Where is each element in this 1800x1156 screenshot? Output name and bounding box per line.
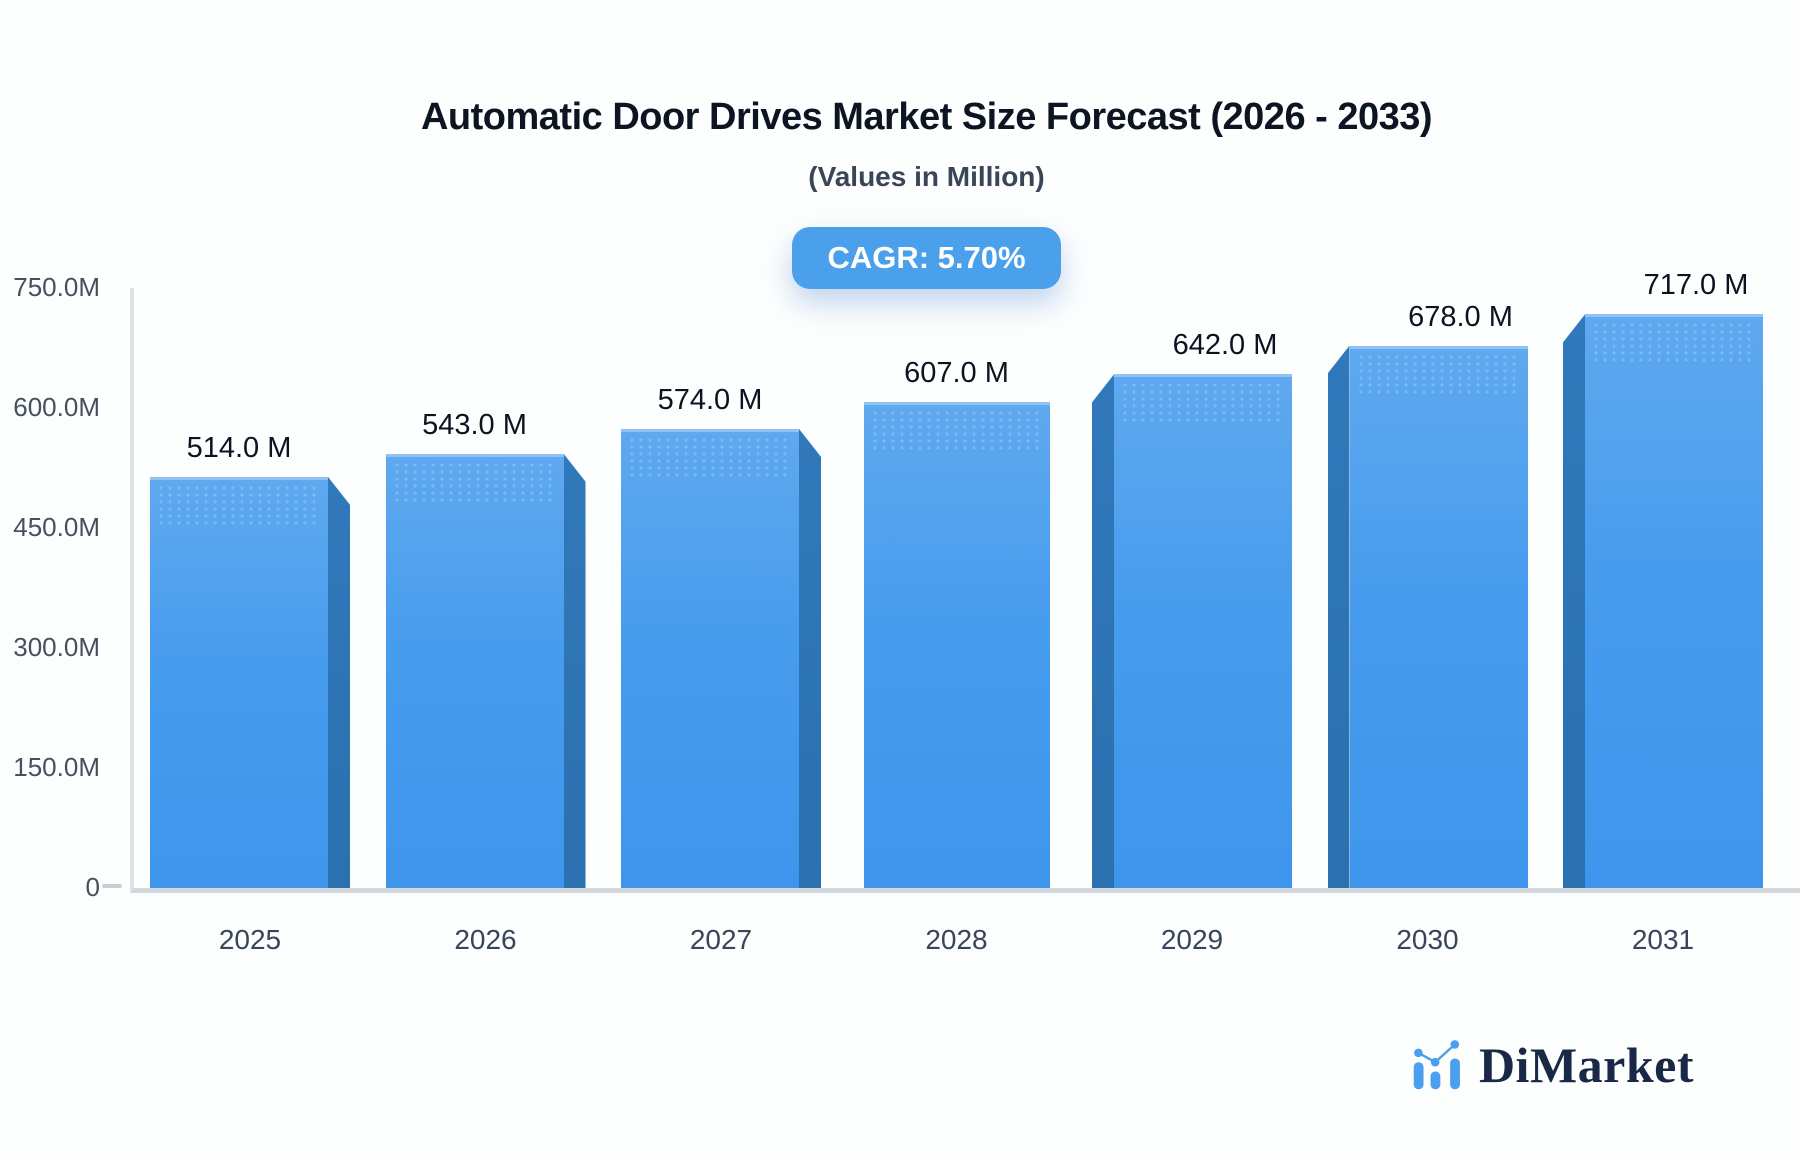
x-axis-label-2028: 2028: [925, 924, 988, 955]
cagr-badge: CAGR: 5.70%: [792, 227, 1061, 289]
bar-value-label: 514.0 M: [186, 431, 292, 464]
bar-value-label: 543.0 M: [422, 408, 527, 441]
y-axis-label: 300.0M: [13, 632, 100, 662]
bar-3d-side: [328, 476, 350, 888]
bar-3d-side: [563, 453, 586, 888]
bar-2026: 543.0 M: [385, 409, 586, 888]
bar-face: [621, 428, 799, 888]
bar-slot-2031: 717.0 M 2031: [1563, 269, 1763, 955]
bar-face: [150, 476, 328, 888]
y-axis-label: 750.0M: [13, 272, 100, 302]
bar-2028: 607.0 M: [857, 357, 1057, 888]
bar-2027: 574.0 M: [621, 384, 821, 888]
y-axis-label: 600.0M: [13, 392, 100, 422]
brand-logo-text: DiMarket: [1478, 1037, 1694, 1093]
bar-3d-side: [1092, 374, 1114, 888]
bar-face: [1349, 345, 1528, 888]
bar-slot-2026: 543.0 M 2026: [385, 288, 586, 955]
bar-3d-side: [1563, 314, 1585, 888]
bar-slot-2030: 678.0 M 2030: [1327, 288, 1528, 955]
y-axis: 750.0M 600.0M 450.0M 300.0M 150.0M 0: [0, 272, 100, 902]
x-axis-label-2030: 2030: [1396, 924, 1459, 955]
bar-2030: 678.0 M: [1327, 301, 1528, 888]
brand-logo: DiMarket: [1410, 1036, 1694, 1094]
x-axis-label-2027: 2027: [689, 924, 753, 955]
bar-2031: 717.0 M: [1563, 269, 1763, 888]
x-axis-label-2025: 2025: [218, 924, 282, 955]
chart-subtitle: (Values in Million): [808, 161, 1045, 192]
y-axis-label: 150.0M: [13, 752, 100, 782]
bar-face: [385, 453, 564, 888]
plot-area: 514.0 M 2025 543.0 M 2026 574.0 M 2027 607.0 M…: [130, 269, 1800, 955]
chart-header: Automatic Door Drives Market Size Foreca…: [110, 0, 1743, 289]
bar-3d-side: [799, 428, 821, 888]
x-axis-label-2026: 2026: [454, 924, 517, 955]
bar-face: [863, 402, 1050, 888]
y-axis-label: 0: [85, 872, 100, 902]
bar-face: [1585, 314, 1763, 888]
y-axis-label: 450.0M: [13, 512, 100, 542]
bar-2029: 642.0 M: [1092, 329, 1292, 888]
bar-value-label: 642.0 M: [1172, 329, 1278, 362]
zero-tick-mark: [102, 884, 122, 888]
bar-slot-2025: 514.0 M 2025: [150, 288, 350, 955]
bar-value-label: 574.0 M: [657, 383, 763, 416]
bar-slot-2027: 574.0 M 2027: [621, 288, 821, 955]
x-axis-label-2031: 2031: [1631, 924, 1695, 955]
bar-value-label: 717.0 M: [1643, 269, 1749, 302]
bar-face: [1114, 374, 1292, 888]
bar-slot-2029: 642.0 M 2029: [1092, 288, 1292, 955]
chart-title: Automatic Door Drives Market Size Foreca…: [420, 96, 1433, 138]
bar-slot-2028: 607.0 M 2028: [857, 288, 1057, 955]
bar-value-label: 678.0 M: [1408, 300, 1513, 333]
bar-chart-icon: [1413, 1040, 1460, 1090]
bar-3d-side: [1327, 345, 1350, 888]
bar-value-label: 607.0 M: [904, 357, 1009, 390]
bar-2025: 514.0 M: [150, 432, 350, 888]
x-axis-label-2029: 2029: [1160, 924, 1224, 955]
